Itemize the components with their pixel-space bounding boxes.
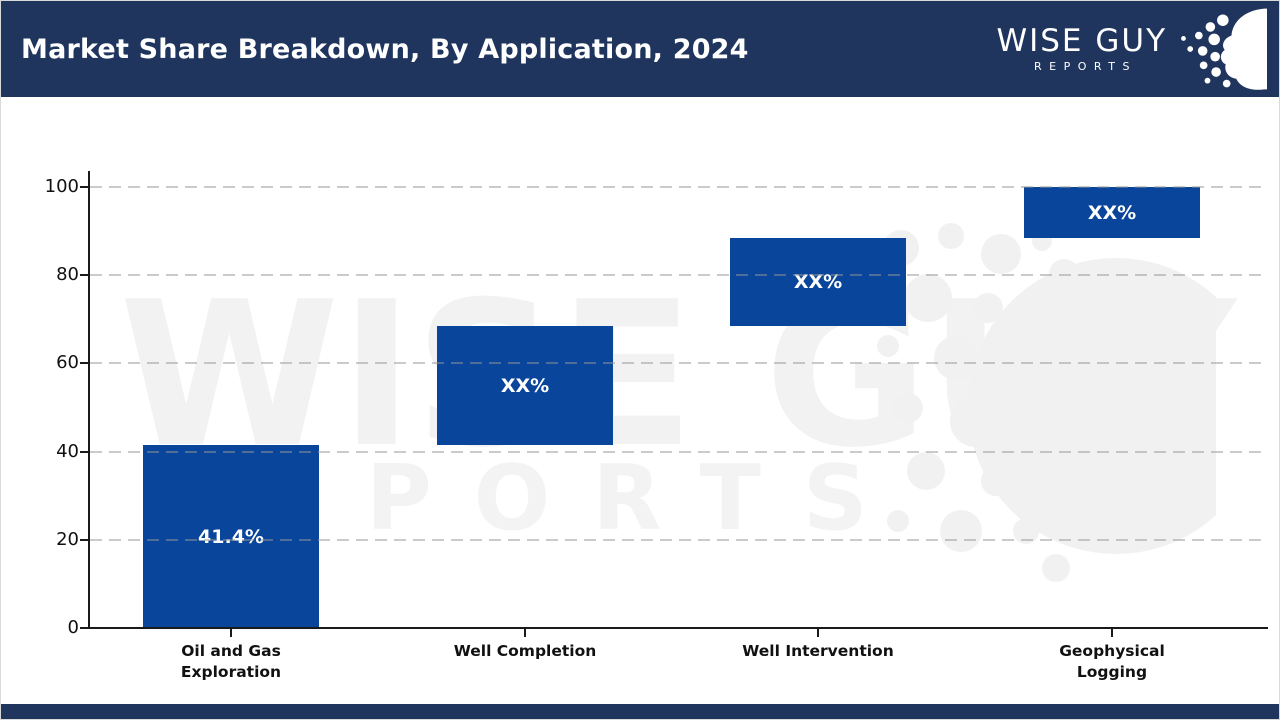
bar-geophysical-logging: XX% — [1024, 187, 1200, 239]
y-axis-line — [88, 171, 90, 629]
y-tick-label: 20 — [56, 529, 79, 550]
logo-name-text: WISE GUY — [996, 23, 1167, 60]
footer-bar — [1, 704, 1279, 719]
x-axis-category-label: Well Completion — [453, 642, 597, 660]
y-tick-mark — [80, 274, 88, 276]
x-axis-line — [88, 627, 1268, 629]
y-tick-label: 40 — [56, 441, 79, 462]
y-tick-mark — [80, 362, 88, 364]
x-tick-mark — [230, 629, 232, 637]
y-tick-mark — [80, 539, 88, 541]
gridline — [90, 274, 1268, 276]
gridline — [90, 451, 1268, 453]
watermark-face-icon — [877, 223, 1216, 582]
y-tick-label: 60 — [56, 352, 79, 373]
x-tick-mark — [524, 629, 526, 637]
x-tick-mark — [1111, 629, 1113, 637]
y-tick-label: 80 — [56, 264, 79, 285]
header-bar: Market Share Breakdown, By Application, … — [1, 1, 1279, 97]
bar-value-label: XX% — [1087, 201, 1137, 224]
y-tick-mark — [80, 186, 88, 188]
gridline — [90, 362, 1268, 364]
y-tick-label: 0 — [67, 617, 79, 638]
bar-well-intervention: XX% — [730, 238, 906, 326]
bar-value-label: 41.4% — [198, 525, 264, 548]
bar-oil-and-gas-exploration: 41.4% — [143, 445, 319, 628]
y-tick-label: 100 — [44, 176, 79, 197]
gridline — [90, 186, 1268, 188]
gridline — [90, 539, 1268, 541]
logo-face-icon — [1181, 8, 1267, 90]
x-axis-category-label: Oil and Gas Exploration — [180, 642, 282, 681]
logo-sub-text: REPORTS — [1034, 59, 1137, 73]
page-title: Market Share Breakdown, By Application, … — [21, 33, 749, 65]
y-tick-mark — [80, 451, 88, 453]
x-axis-category-label: Well Intervention — [742, 642, 894, 660]
wiseguy-logo: WISE GUY REPORTS — [996, 6, 1279, 92]
bar-value-label: XX% — [500, 374, 550, 397]
y-tick-mark — [80, 627, 88, 629]
logo-text-block: WISE GUY REPORTS — [996, 25, 1167, 73]
bar-well-completion: XX% — [437, 325, 613, 446]
x-tick-mark — [817, 629, 819, 637]
x-axis-category-label: Geophysical Logging — [1059, 642, 1165, 681]
bar-value-label: XX% — [793, 271, 843, 294]
